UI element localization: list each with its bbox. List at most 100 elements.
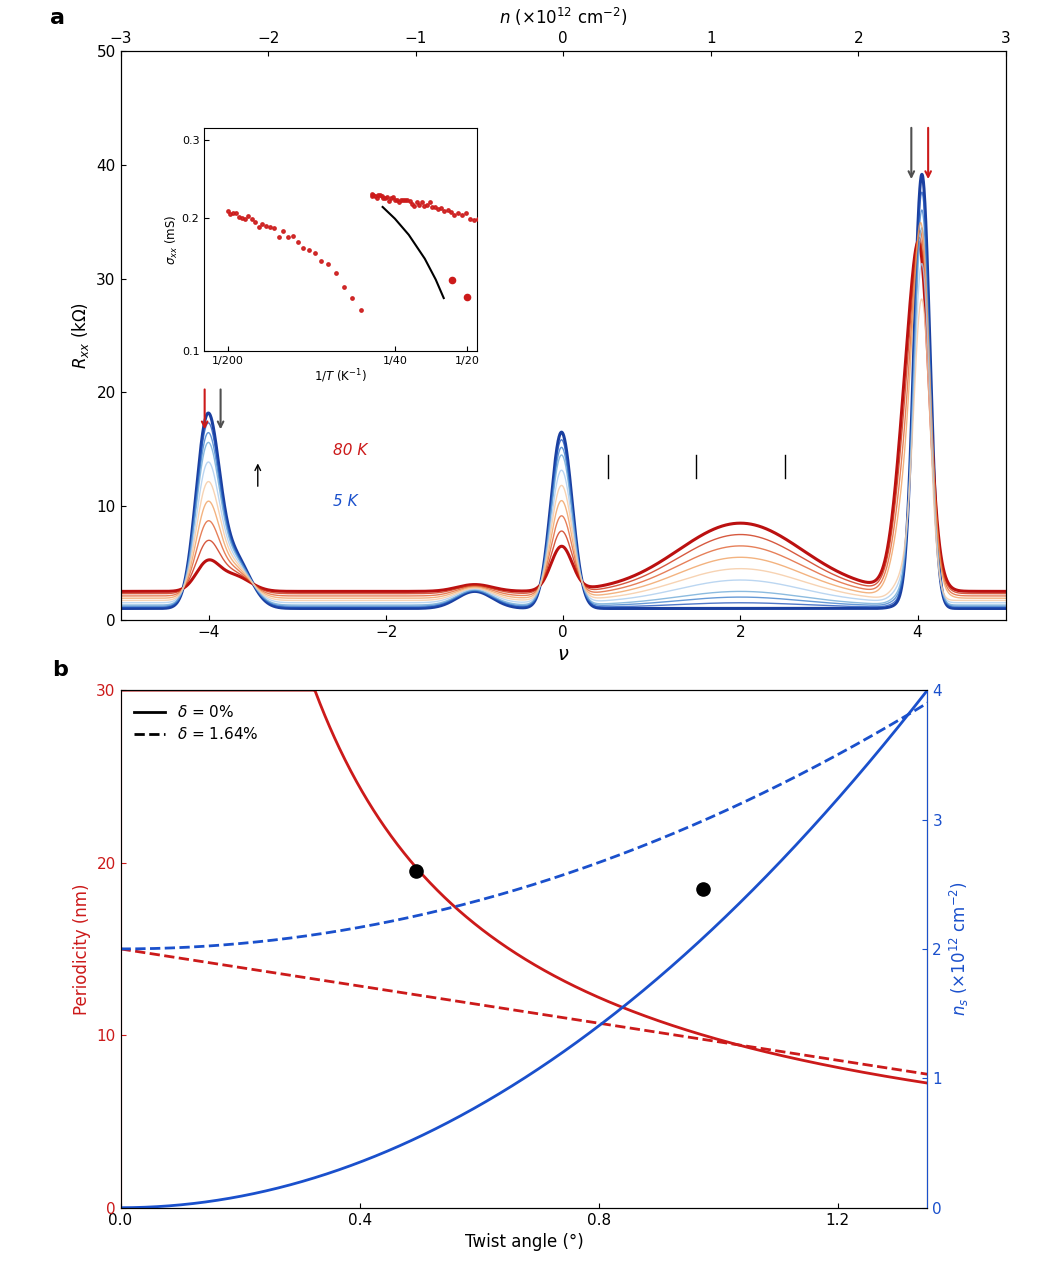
Text: 80 K: 80 K — [333, 443, 368, 458]
Point — [294, 238, 311, 258]
Point — [406, 196, 422, 216]
Point — [454, 204, 471, 225]
Point — [313, 250, 330, 271]
Point — [335, 277, 352, 298]
Point — [243, 210, 260, 230]
Point — [237, 208, 254, 229]
Point — [553, 256, 570, 276]
Point — [246, 211, 263, 231]
Point — [231, 206, 247, 226]
Point — [250, 216, 267, 236]
Legend: $\delta$ = 0%, $\delta$ = 1.64%: $\delta$ = 0%, $\delta$ = 1.64% — [128, 698, 265, 748]
Point — [380, 190, 397, 211]
Text: 5 K: 5 K — [333, 495, 357, 509]
Point — [421, 192, 438, 212]
Point — [385, 187, 401, 207]
Point — [399, 189, 416, 210]
Text: a: a — [49, 9, 65, 28]
Y-axis label: $\sigma_{xx}$ (mS): $\sigma_{xx}$ (mS) — [165, 215, 180, 265]
Point — [240, 206, 257, 226]
Point — [377, 188, 394, 208]
Point — [390, 192, 407, 212]
Point — [424, 197, 441, 217]
Point — [373, 185, 390, 206]
Point — [495, 219, 511, 239]
Point — [222, 203, 239, 224]
Point — [527, 235, 544, 256]
Point — [520, 234, 537, 254]
Point — [484, 219, 501, 239]
Point — [536, 239, 552, 259]
Point — [368, 188, 385, 208]
Point — [544, 249, 561, 270]
Point — [444, 270, 461, 290]
Point — [266, 217, 283, 238]
Point — [489, 221, 506, 242]
Point — [383, 188, 399, 208]
Point — [418, 194, 435, 215]
Point — [367, 187, 384, 207]
Point — [364, 187, 380, 207]
Point — [512, 227, 529, 248]
Point — [506, 226, 523, 247]
X-axis label: $n$ (×10$^{12}$ cm$^{-2}$): $n$ (×10$^{12}$ cm$^{-2}$) — [499, 6, 628, 28]
Point — [413, 192, 430, 212]
Point — [416, 196, 433, 216]
Point — [394, 190, 411, 211]
Point — [450, 203, 466, 224]
Point — [234, 208, 250, 229]
Point — [403, 194, 420, 215]
Point — [392, 190, 409, 211]
Point — [280, 226, 297, 247]
Point — [457, 202, 474, 222]
Point — [224, 203, 241, 224]
Point — [427, 197, 443, 217]
Point — [262, 217, 279, 238]
Point — [500, 224, 517, 244]
Point — [254, 213, 270, 234]
Y-axis label: $n_s$ (×10$^{12}$ cm$^{-2}$): $n_s$ (×10$^{12}$ cm$^{-2}$) — [947, 882, 970, 1016]
Point — [219, 201, 236, 221]
Point — [575, 273, 592, 294]
Point — [227, 203, 244, 224]
Point — [430, 198, 446, 219]
Point — [470, 208, 486, 229]
Point — [365, 185, 381, 206]
Point — [411, 196, 428, 216]
Point — [353, 300, 370, 321]
Point — [344, 289, 361, 309]
Point — [301, 239, 318, 259]
Point — [388, 190, 405, 211]
Point — [372, 184, 389, 204]
Point — [320, 253, 336, 273]
Point — [564, 261, 581, 281]
Point — [375, 188, 392, 208]
Point — [436, 201, 453, 221]
Point — [370, 184, 387, 204]
Point — [603, 305, 619, 326]
Y-axis label: Periodicity (nm): Periodicity (nm) — [72, 883, 91, 1015]
Point — [289, 231, 306, 252]
Point — [465, 210, 482, 230]
Point — [270, 227, 287, 248]
X-axis label: Twist angle (°): Twist angle (°) — [464, 1233, 584, 1251]
Point — [307, 243, 324, 263]
Point — [258, 216, 275, 236]
Point — [396, 190, 413, 211]
Point — [695, 878, 712, 898]
Text: b: b — [52, 659, 68, 680]
Point — [275, 221, 291, 242]
Point — [401, 190, 418, 211]
Point — [446, 204, 463, 225]
Point — [459, 286, 476, 307]
X-axis label: $\nu$: $\nu$ — [558, 645, 569, 665]
Point — [442, 202, 459, 222]
Point — [588, 289, 605, 309]
Point — [364, 184, 380, 204]
Point — [479, 213, 496, 234]
Point — [387, 189, 403, 210]
Point — [461, 210, 478, 230]
Point — [439, 199, 456, 220]
Point — [409, 192, 425, 212]
Point — [474, 213, 490, 234]
